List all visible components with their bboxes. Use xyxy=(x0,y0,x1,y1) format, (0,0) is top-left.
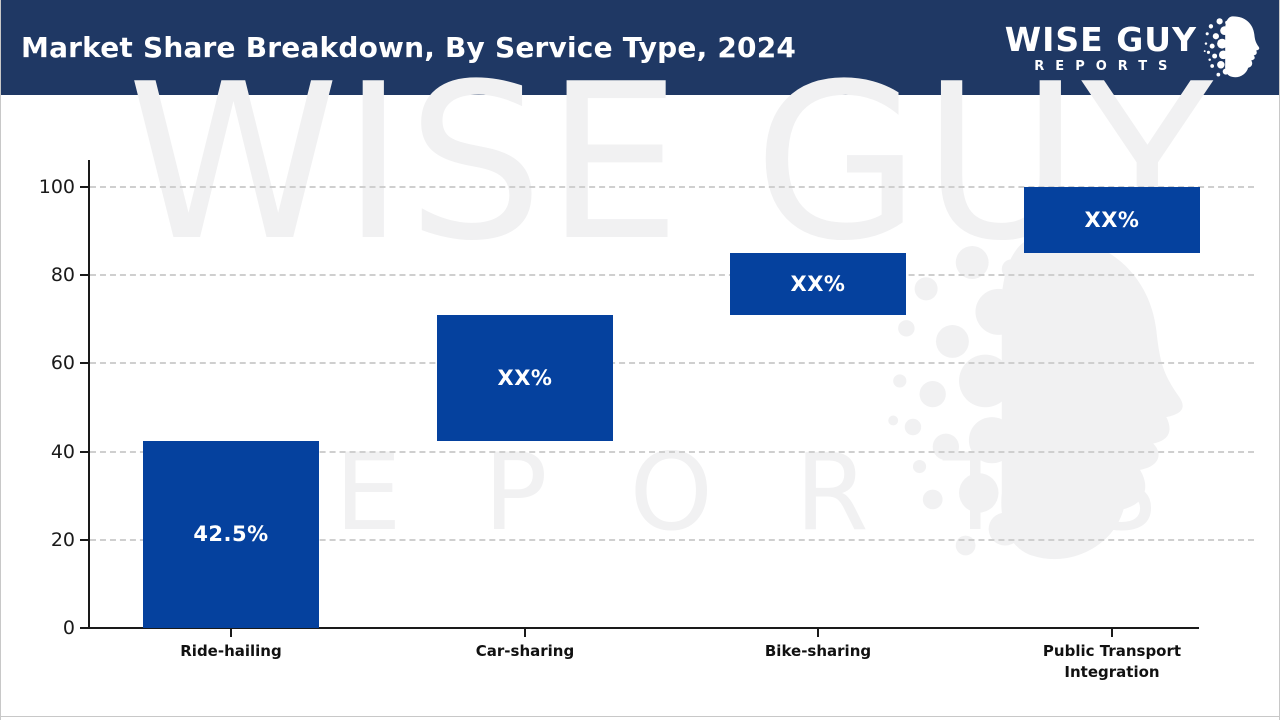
gridline-40 xyxy=(90,450,1254,453)
header-bar: Market Share Breakdown, By Service Type,… xyxy=(1,0,1279,95)
y-axis-tick-label: 60 xyxy=(50,352,75,375)
y-axis-tick-label: 20 xyxy=(50,528,75,551)
x-axis-category-label: Ride-hailing xyxy=(180,642,282,660)
logo-sub-wordmark: REPORTS xyxy=(1034,58,1179,74)
x-axis-line xyxy=(88,627,1199,629)
chart-area: WISE GUY REPORTS 0 20 40 60 80 100 42.5% Ride-h… xyxy=(1,55,1279,720)
bar-segment: XX% xyxy=(730,253,906,315)
y-axis-tick-label: 40 xyxy=(50,440,75,463)
x-axis-tick xyxy=(230,629,232,637)
x-axis-tick xyxy=(524,629,526,637)
x-axis-tick xyxy=(817,629,819,637)
gridline-20 xyxy=(90,538,1254,541)
x-axis-tick xyxy=(1111,629,1113,637)
logo-wordmark: WISE GUY xyxy=(1004,19,1197,59)
bar-value-label: XX% xyxy=(497,365,553,390)
y-axis-tick-label: 0 xyxy=(62,617,75,639)
y-axis-line xyxy=(88,160,90,629)
gridline-60 xyxy=(90,362,1254,365)
y-axis-tick xyxy=(80,362,88,365)
x-axis-category-label: Bike-sharing xyxy=(764,642,872,660)
y-axis-tick-label: 100 xyxy=(38,176,75,198)
bar-value-label: XX% xyxy=(790,272,846,296)
bar-value-label: 42.5% xyxy=(193,522,269,547)
bar-segment: XX% xyxy=(1024,187,1200,254)
bar-value-label: XX% xyxy=(1084,208,1140,233)
y-axis-tick xyxy=(80,538,88,541)
page-title: Market Share Breakdown, By Service Type,… xyxy=(21,31,797,64)
bar-segment: 42.5% xyxy=(143,440,319,628)
x-axis-category-label: Public Transport Integration xyxy=(1042,642,1182,681)
gridline-100 xyxy=(90,186,1254,188)
gridline-80 xyxy=(90,274,1254,277)
brand-logo: WISE GUY REPORTS xyxy=(1005,8,1263,88)
y-axis-tick xyxy=(80,450,88,453)
y-axis-tick-label: 80 xyxy=(50,264,75,287)
x-axis-category-label: Car-sharing xyxy=(475,642,575,660)
y-axis-tick xyxy=(80,274,88,277)
page-bottom-border xyxy=(1,716,1279,717)
bar-segment: XX% xyxy=(437,314,613,441)
y-axis-tick xyxy=(80,627,88,629)
logo-wordmark-block: WISE GUY REPORTS xyxy=(1005,23,1197,73)
y-axis-tick xyxy=(80,186,88,188)
